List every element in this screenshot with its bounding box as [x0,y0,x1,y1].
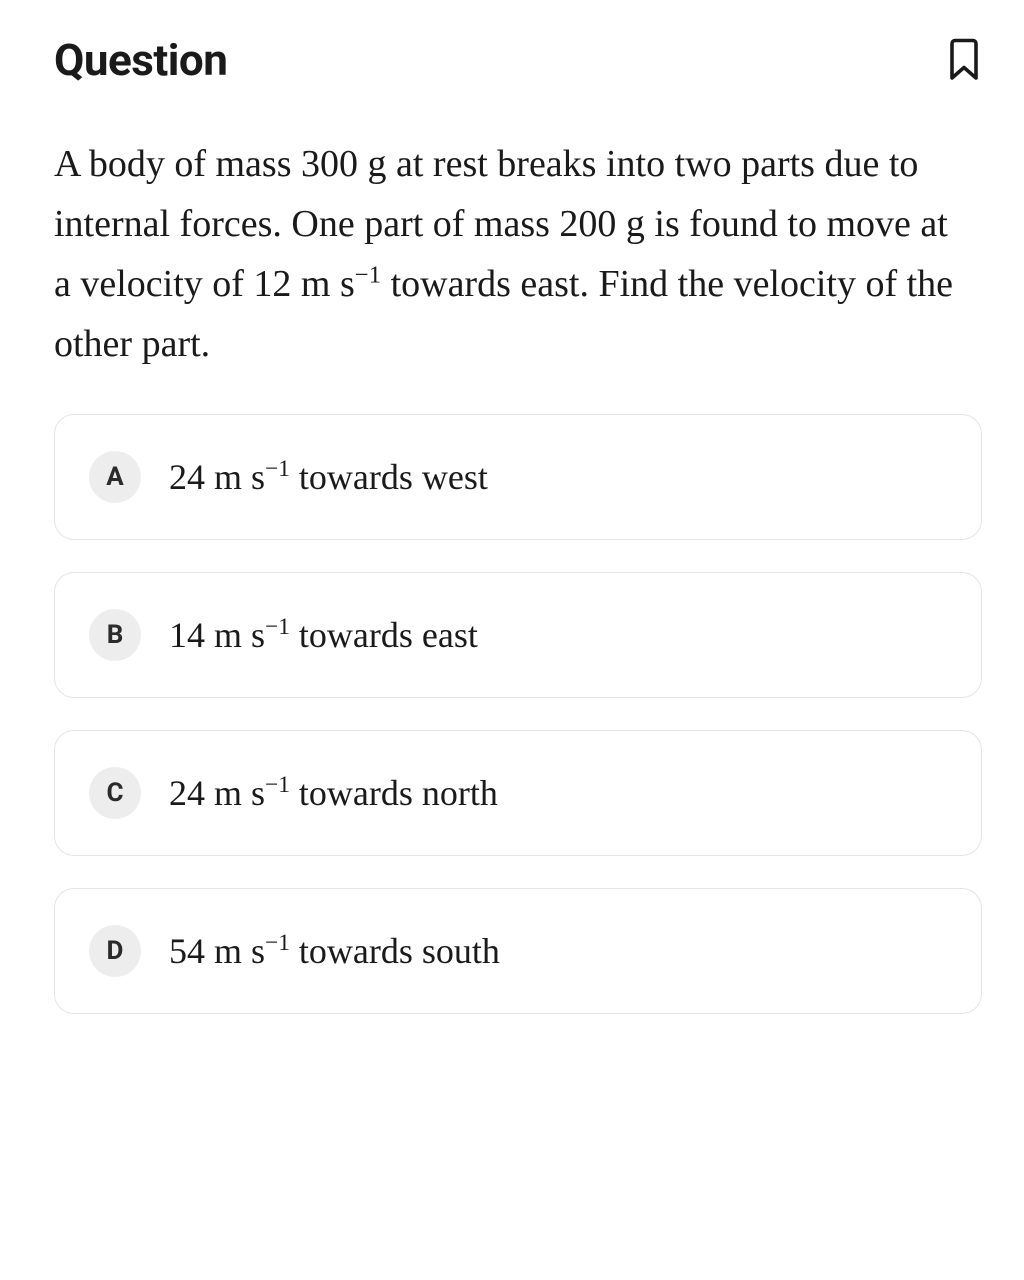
option-letter-badge: A [89,451,141,503]
option-value: 24 m s [169,773,265,813]
option-text: 24 m s−1 towards west [169,456,488,498]
option-text: 54 m s−1 towards south [169,930,500,972]
page-title: Question [54,34,227,86]
header-row: Question [54,34,982,86]
option-tail: towards south [290,931,500,971]
option-tail: towards west [290,457,488,497]
option-tail: towards north [290,773,498,813]
option-tail: towards east [290,615,478,655]
option-letter-badge: D [89,925,141,977]
option-superscript: −1 [265,930,290,956]
option-text: 24 m s−1 towards north [169,772,498,814]
option-c[interactable]: C 24 m s−1 towards north [54,730,982,856]
option-value: 54 m s [169,931,265,971]
option-value: 14 m s [169,615,265,655]
question-body: A body of mass 300 g at rest breaks into… [54,134,982,374]
option-a[interactable]: A 24 m s−1 towards west [54,414,982,540]
option-value: 24 m s [169,457,265,497]
option-b[interactable]: B 14 m s−1 towards east [54,572,982,698]
option-letter-badge: B [89,609,141,661]
option-superscript: −1 [265,456,290,482]
bookmark-icon[interactable] [946,38,982,82]
option-letter-badge: C [89,767,141,819]
option-d[interactable]: D 54 m s−1 towards south [54,888,982,1014]
option-text: 14 m s−1 towards east [169,614,478,656]
options-list: A 24 m s−1 towards west B 14 m s−1 towar… [54,414,982,1014]
question-superscript-1: −1 [355,261,381,288]
option-superscript: −1 [265,772,290,798]
page-container: Question A body of mass 300 g at rest br… [0,0,1024,1014]
option-superscript: −1 [265,614,290,640]
